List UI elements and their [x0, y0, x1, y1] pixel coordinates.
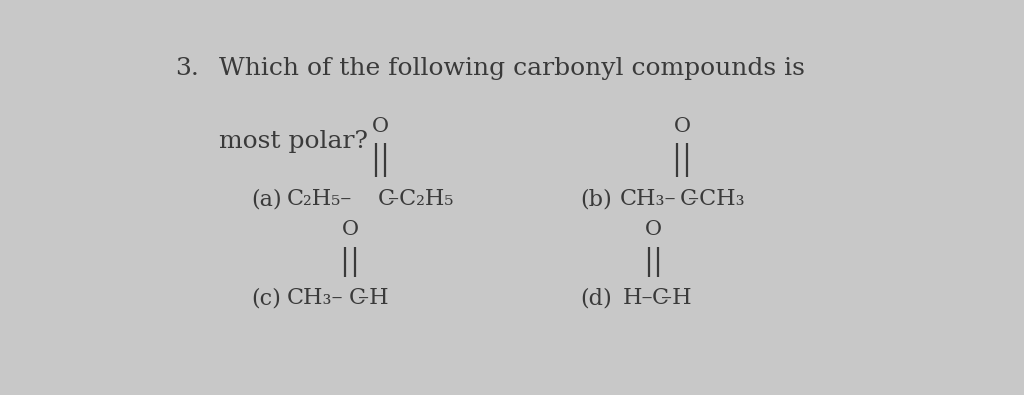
Text: (d): (d) — [581, 287, 612, 309]
Text: C: C — [680, 188, 696, 211]
Text: (c): (c) — [251, 287, 281, 309]
Text: O: O — [674, 117, 690, 136]
Text: –CH₃: –CH₃ — [688, 188, 744, 211]
Text: –H: –H — [358, 287, 389, 309]
Text: C₂H₅–: C₂H₅– — [287, 188, 352, 211]
Text: C: C — [378, 188, 395, 211]
Text: C: C — [348, 287, 366, 309]
Text: most polar?: most polar? — [219, 130, 369, 152]
Text: (b): (b) — [581, 188, 612, 211]
Text: C: C — [652, 287, 669, 309]
Text: Which of the following carbonyl compounds is: Which of the following carbonyl compound… — [219, 56, 805, 79]
Text: H–: H– — [623, 287, 653, 309]
Text: –H: –H — [662, 287, 692, 309]
Text: CH₃–: CH₃– — [620, 188, 677, 211]
Text: O: O — [342, 220, 358, 239]
Text: CH₃–: CH₃– — [287, 287, 343, 309]
Text: (a): (a) — [251, 188, 282, 211]
Text: O: O — [645, 220, 662, 239]
Text: O: O — [372, 117, 389, 136]
Text: 3.: 3. — [176, 56, 200, 79]
Text: –C₂H₅: –C₂H₅ — [388, 188, 454, 211]
